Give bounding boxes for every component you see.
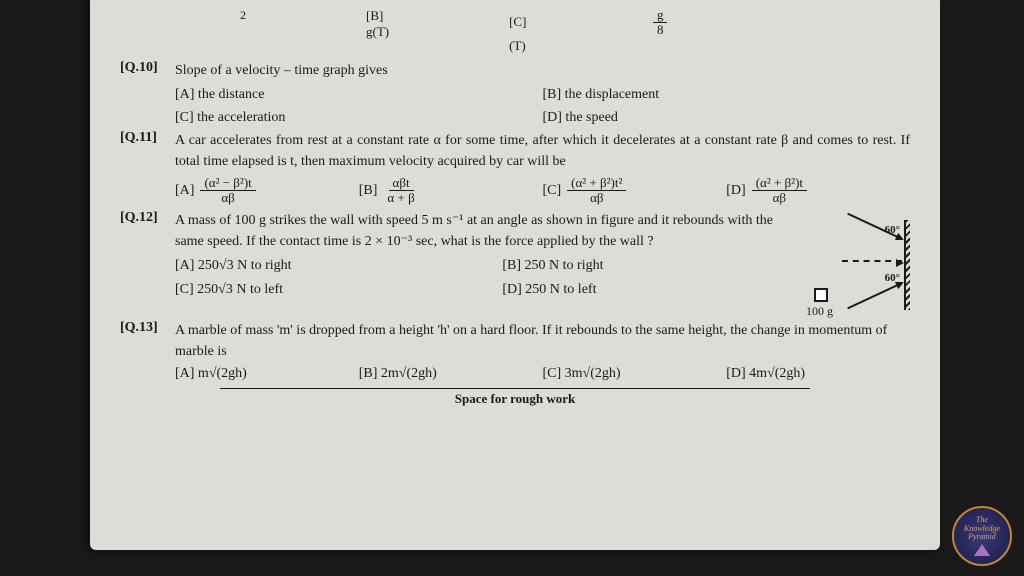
q11-opt-b: [B] αβtα + β	[359, 176, 543, 206]
q13-opt-c: [C] 3m√(2gh)	[543, 366, 727, 382]
mass-label: 100 g	[806, 304, 833, 319]
rough-work-label: Space for rough work	[455, 391, 576, 406]
partial-b: [B] g(T)	[366, 8, 389, 54]
q10-options: [A] the distance [B] the displacement [C…	[120, 83, 910, 131]
q13-opt-b: [B] 2m√(2gh)	[359, 366, 543, 382]
q10-opt-d: [D] the speed	[543, 106, 911, 130]
q10-opt-c: [C] the acceleration	[175, 106, 543, 130]
wall-icon	[904, 220, 910, 310]
q11-opt-c: [C] (α² + β²)t²αβ	[543, 176, 727, 206]
q13-options: [A] m√(2gh) [B] 2m√(2gh) [C] 3m√(2gh) [D…	[120, 366, 910, 382]
knowledge-pyramid-badge: The Knowledge Pyramid	[952, 506, 1012, 566]
q11-options: [A] (α² − β²)tαβ [B] αβtα + β [C] (α² + …	[120, 176, 910, 206]
exam-page: 2 [B] g(T) [C] g8(T) [Q.10] Slope of a v…	[90, 0, 940, 550]
q13-text: A marble of mass 'm' is dropped from a h…	[175, 320, 910, 362]
q11-opt-a: [A] (α² − β²)tαβ	[175, 176, 359, 206]
angle-top: 60°	[885, 224, 900, 236]
normal-line-icon	[842, 260, 902, 262]
q12-number: [Q.12]	[120, 210, 175, 252]
q13-opt-a: [A] m√(2gh)	[175, 366, 359, 382]
partial-c: [C] g8(T)	[509, 8, 907, 54]
outgoing-arrow-icon	[847, 282, 902, 309]
q12-options: [A] 250√3 N to right [B] 250 N to right …	[120, 254, 800, 302]
mass-box-icon	[814, 288, 828, 302]
q11-number: [Q.11]	[120, 130, 175, 172]
badge-line3: Pyramid	[968, 533, 996, 542]
q11: [Q.11] A car accelerates from rest at a …	[120, 130, 910, 172]
q13-opt-d: [D] 4m√(2gh)	[726, 366, 910, 382]
q12-opt-b: [B] 250 N to right	[502, 254, 800, 278]
q12-diagram: 60° 60° 100 g	[800, 210, 910, 320]
q10-number: [Q.10]	[120, 60, 175, 81]
q12-text: A mass of 100 g strikes the wall with sp…	[175, 210, 800, 252]
q10-text: Slope of a velocity – time graph gives	[175, 60, 910, 81]
q12-opt-c: [C] 250√3 N to left	[175, 278, 502, 302]
q12-opt-d: [D] 250 N to left	[502, 278, 800, 302]
angle-bottom: 60°	[885, 272, 900, 284]
q13: [Q.13] A marble of mass 'm' is dropped f…	[120, 320, 910, 362]
partial-options-row: 2 [B] g(T) [C] g8(T)	[120, 8, 910, 54]
q12-opt-a: [A] 250√3 N to right	[175, 254, 502, 278]
q11-opt-d: [D] (α² + β²)tαβ	[726, 176, 910, 206]
q10: [Q.10] Slope of a velocity – time graph …	[120, 60, 910, 81]
q10-opt-a: [A] the distance	[175, 83, 543, 107]
q10-opt-b: [B] the displacement	[543, 83, 911, 107]
rough-work-divider: Space for rough work	[220, 388, 810, 407]
q11-text: A car accelerates from rest at a constan…	[175, 130, 910, 172]
q12: [Q.12] A mass of 100 g strikes the wall …	[120, 210, 910, 320]
q13-number: [Q.13]	[120, 320, 175, 362]
pyramid-icon	[974, 544, 990, 556]
